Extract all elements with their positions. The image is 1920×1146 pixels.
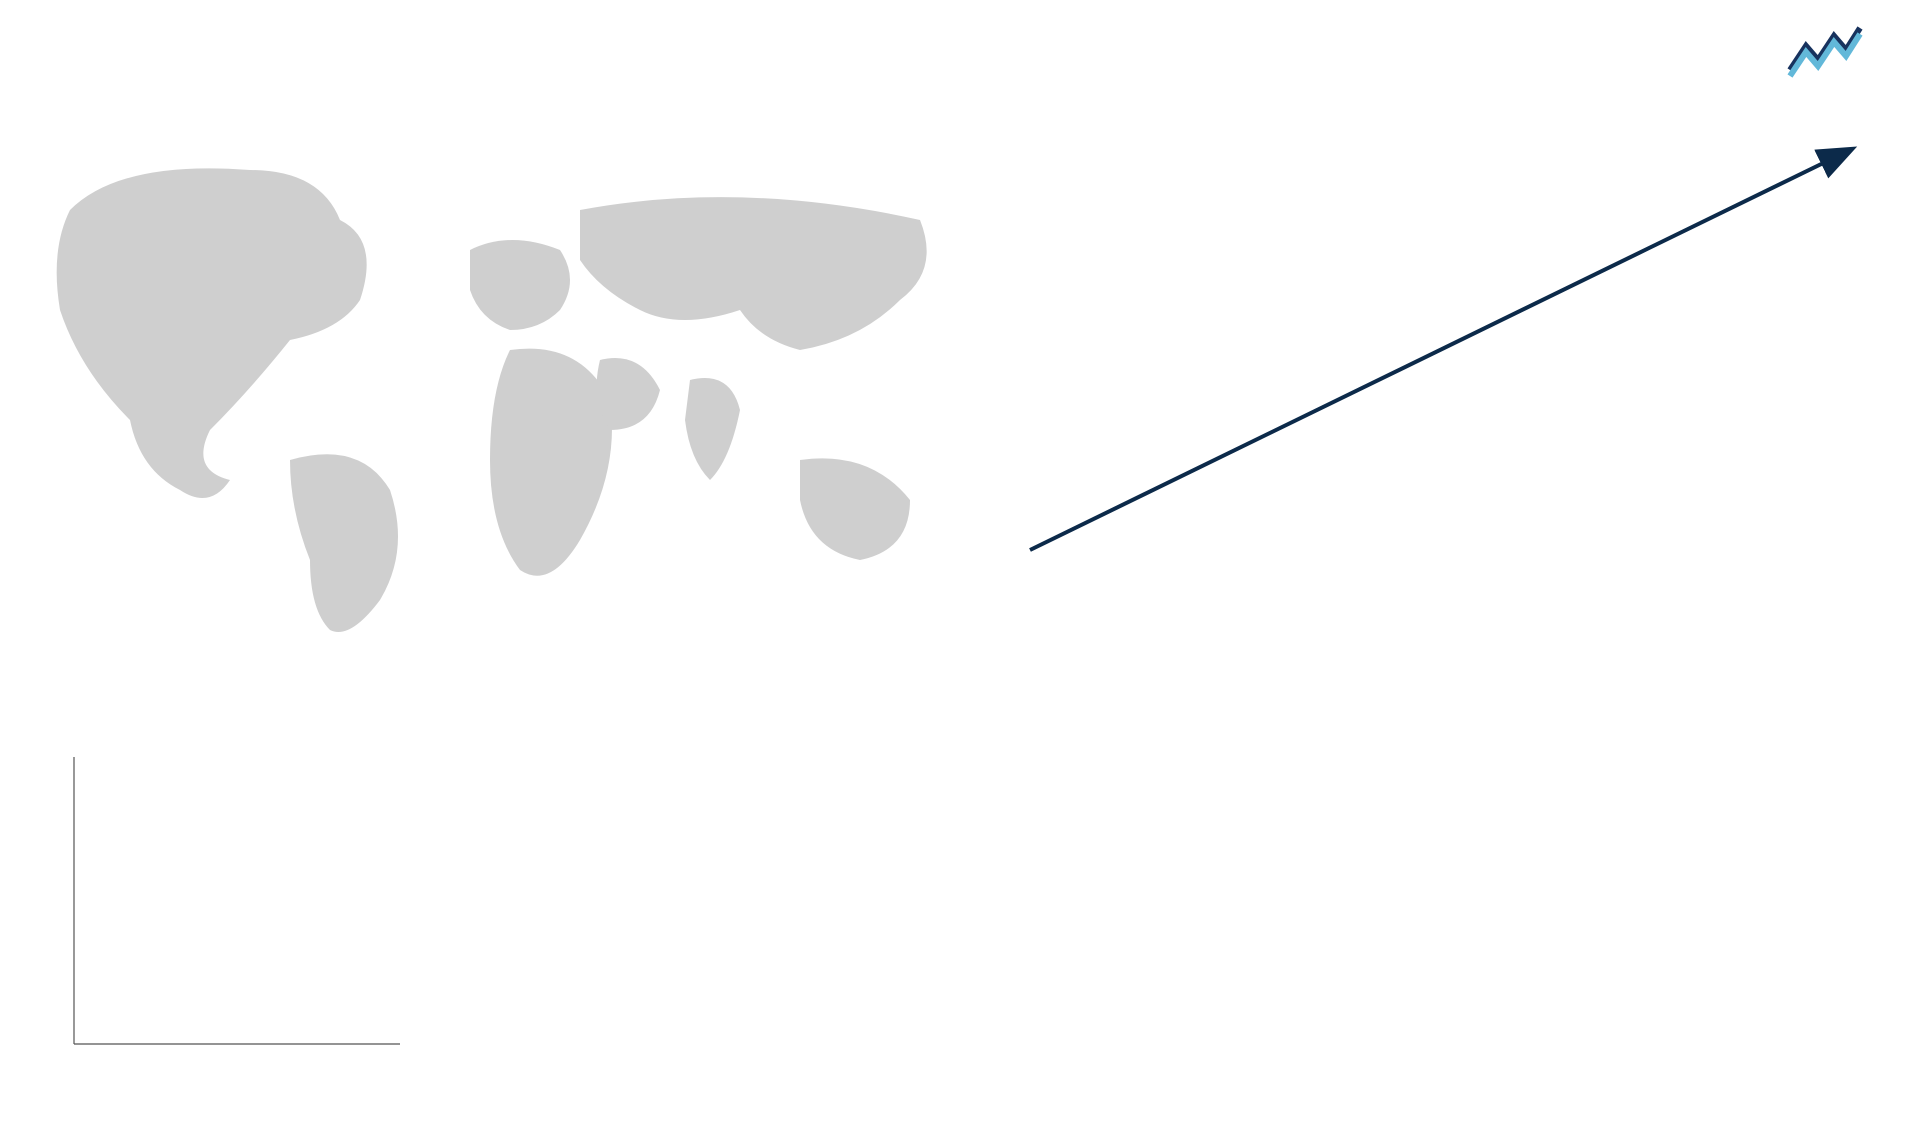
- brand-logo: [1786, 20, 1880, 85]
- segmentation-chart: [20, 735, 580, 1080]
- regional-chart: [1280, 710, 1900, 1080]
- key-players-chart: [600, 735, 1260, 1080]
- world-map: [40, 130, 970, 650]
- regional-donut: [1280, 735, 1600, 1055]
- growth-chart: [1000, 130, 1880, 650]
- map-svg: [40, 130, 970, 650]
- logo-mark-icon: [1786, 20, 1864, 85]
